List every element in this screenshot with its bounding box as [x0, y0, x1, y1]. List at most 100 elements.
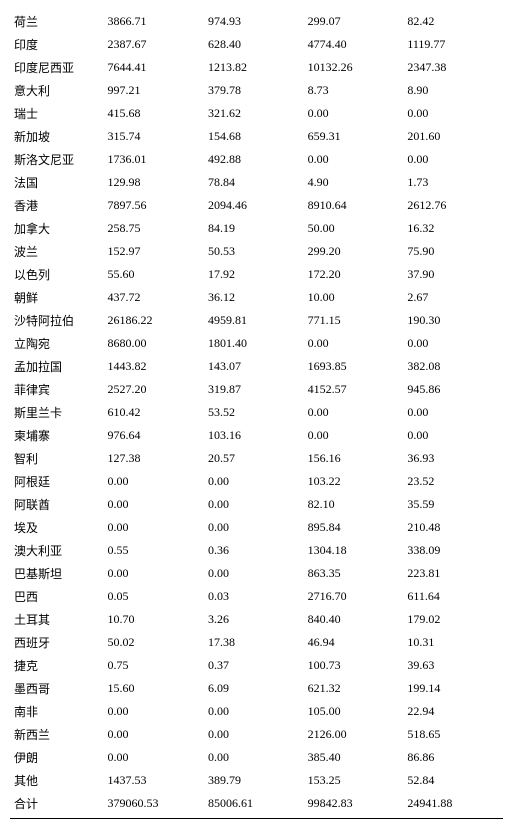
col4-value: 39.63: [403, 654, 503, 677]
col3-value: 385.40: [304, 746, 404, 769]
col1-value: 437.72: [103, 286, 204, 309]
col2-value: 78.84: [204, 171, 304, 194]
col3-value: 0.00: [304, 102, 404, 125]
col2-value: 0.03: [204, 585, 304, 608]
col1-value: 127.38: [103, 447, 204, 470]
col1-value: 1443.82: [103, 355, 204, 378]
table-row: 土耳其10.703.26840.40179.02: [10, 608, 503, 631]
table-row: 孟加拉国1443.82143.071693.85382.08: [10, 355, 503, 378]
col2-value: 0.00: [204, 746, 304, 769]
row-label: 合计: [10, 792, 103, 819]
table-row: 新西兰0.000.002126.00518.65: [10, 723, 503, 746]
table-row: 阿联酋0.000.0082.1035.59: [10, 493, 503, 516]
col1-value: 415.68: [103, 102, 204, 125]
row-label: 新加坡: [10, 125, 103, 148]
col1-value: 0.00: [103, 700, 204, 723]
table-row: 瑞士415.68321.620.000.00: [10, 102, 503, 125]
col2-value: 0.00: [204, 470, 304, 493]
col2-value: 1213.82: [204, 56, 304, 79]
row-label: 立陶宛: [10, 332, 103, 355]
col4-value: 8.90: [403, 79, 503, 102]
col2-value: 85006.61: [204, 792, 304, 819]
row-label: 波兰: [10, 240, 103, 263]
col2-value: 628.40: [204, 33, 304, 56]
table-row: 波兰152.9750.53299.2075.90: [10, 240, 503, 263]
row-label: 孟加拉国: [10, 355, 103, 378]
col1-value: 0.75: [103, 654, 204, 677]
col4-value: 199.14: [403, 677, 503, 700]
table-row: 墨西哥15.606.09621.32199.14: [10, 677, 503, 700]
col4-value: 36.93: [403, 447, 503, 470]
row-label: 其他: [10, 769, 103, 792]
table-row: 柬埔寨976.64103.160.000.00: [10, 424, 503, 447]
col1-value: 0.00: [103, 723, 204, 746]
table-row: 伊朗0.000.00385.4086.86: [10, 746, 503, 769]
table-row: 加拿大258.7584.1950.0016.32: [10, 217, 503, 240]
col3-value: 100.73: [304, 654, 404, 677]
col3-value: 172.20: [304, 263, 404, 286]
col2-value: 974.93: [204, 10, 304, 33]
col1-value: 2527.20: [103, 378, 204, 401]
table-row: 斯洛文尼亚1736.01492.880.000.00: [10, 148, 503, 171]
col3-value: 99842.83: [304, 792, 404, 819]
table-row: 巴基斯坦0.000.00863.35223.81: [10, 562, 503, 585]
col1-value: 3866.71: [103, 10, 204, 33]
row-label: 印度: [10, 33, 103, 56]
col1-value: 7644.41: [103, 56, 204, 79]
row-label: 加拿大: [10, 217, 103, 240]
col4-value: 37.90: [403, 263, 503, 286]
col4-value: 201.60: [403, 125, 503, 148]
row-label: 瑞士: [10, 102, 103, 125]
col4-value: 0.00: [403, 401, 503, 424]
col1-value: 976.64: [103, 424, 204, 447]
table-row: 巴西0.050.032716.70611.64: [10, 585, 503, 608]
col2-value: 2094.46: [204, 194, 304, 217]
table-row: 法国129.9878.844.901.73: [10, 171, 503, 194]
col2-value: 53.52: [204, 401, 304, 424]
col1-value: 10.70: [103, 608, 204, 631]
col4-value: 223.81: [403, 562, 503, 585]
row-label: 沙特阿拉伯: [10, 309, 103, 332]
col3-value: 1304.18: [304, 539, 404, 562]
row-label: 阿根廷: [10, 470, 103, 493]
table-row: 以色列55.6017.92172.2037.90: [10, 263, 503, 286]
col1-value: 0.00: [103, 470, 204, 493]
col2-value: 0.00: [204, 700, 304, 723]
row-label: 菲律宾: [10, 378, 103, 401]
col4-value: 0.00: [403, 332, 503, 355]
table-row: 印度2387.67628.404774.401119.77: [10, 33, 503, 56]
col2-value: 379.78: [204, 79, 304, 102]
col4-value: 338.09: [403, 539, 503, 562]
row-label: 西班牙: [10, 631, 103, 654]
col3-value: 895.84: [304, 516, 404, 539]
col1-value: 1437.53: [103, 769, 204, 792]
col3-value: 840.40: [304, 608, 404, 631]
row-label: 巴西: [10, 585, 103, 608]
row-label: 墨西哥: [10, 677, 103, 700]
row-label: 朝鲜: [10, 286, 103, 309]
col3-value: 0.00: [304, 332, 404, 355]
col3-value: 771.15: [304, 309, 404, 332]
col4-value: 2347.38: [403, 56, 503, 79]
col1-value: 0.00: [103, 746, 204, 769]
row-label: 香港: [10, 194, 103, 217]
col3-value: 0.00: [304, 401, 404, 424]
row-label: 以色列: [10, 263, 103, 286]
row-label: 智利: [10, 447, 103, 470]
col4-value: 35.59: [403, 493, 503, 516]
col1-value: 152.97: [103, 240, 204, 263]
col3-value: 659.31: [304, 125, 404, 148]
col1-value: 7897.56: [103, 194, 204, 217]
col3-value: 156.16: [304, 447, 404, 470]
col1-value: 0.55: [103, 539, 204, 562]
col4-value: 2.67: [403, 286, 503, 309]
col3-value: 82.10: [304, 493, 404, 516]
row-label: 伊朗: [10, 746, 103, 769]
col1-value: 997.21: [103, 79, 204, 102]
col4-value: 1119.77: [403, 33, 503, 56]
col1-value: 315.74: [103, 125, 204, 148]
table-row: 埃及0.000.00895.84210.48: [10, 516, 503, 539]
col4-value: 82.42: [403, 10, 503, 33]
col3-value: 863.35: [304, 562, 404, 585]
col1-value: 0.05: [103, 585, 204, 608]
